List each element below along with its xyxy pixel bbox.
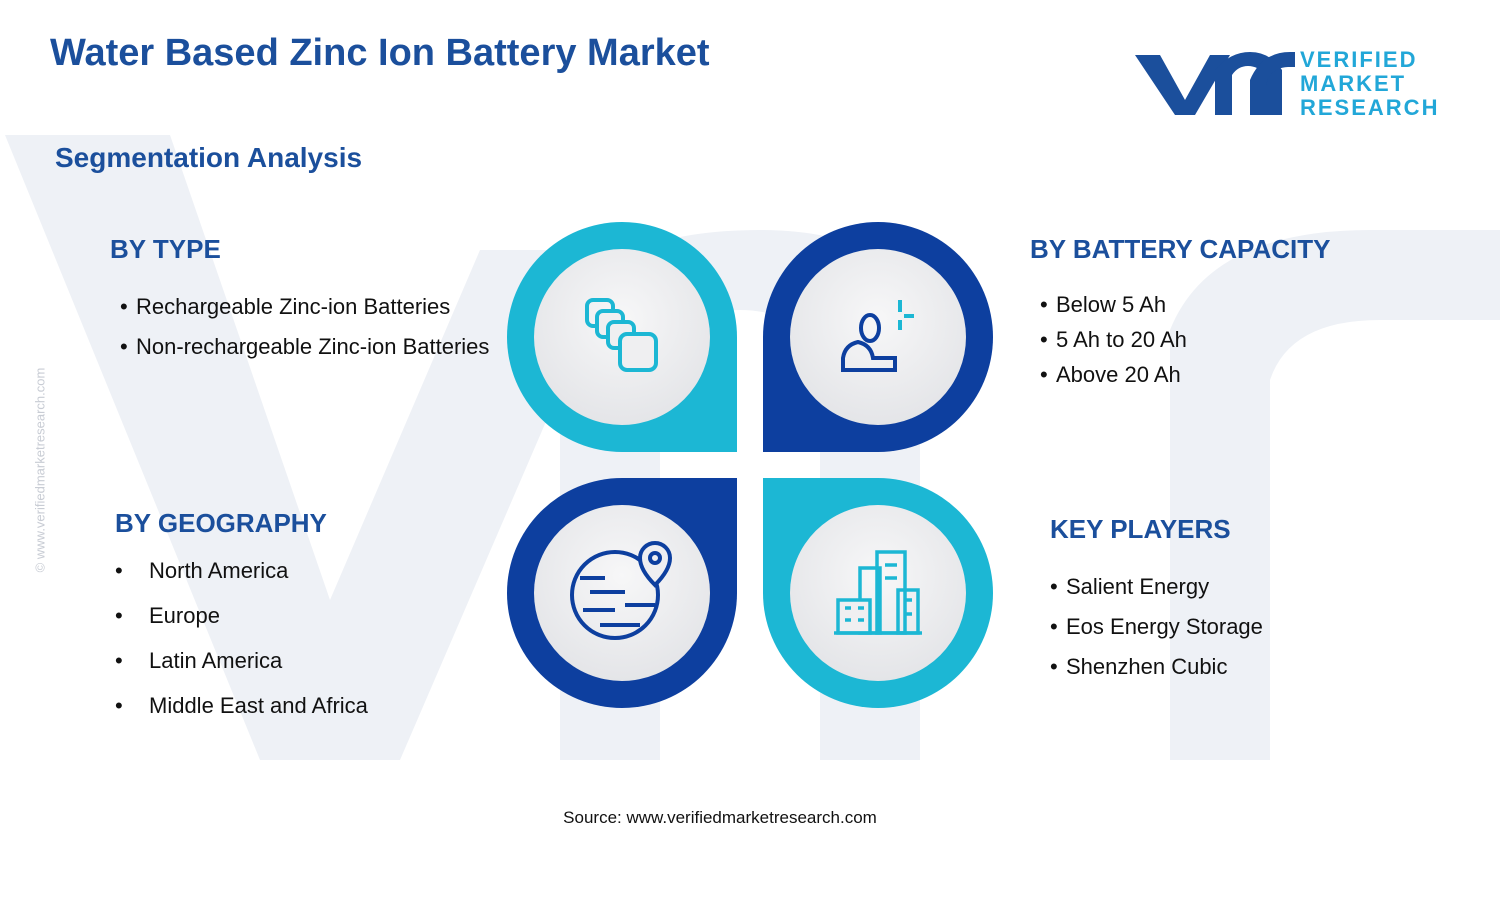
logo-mark (1250, 52, 1295, 115)
segment-heading: KEY PLAYERS (1050, 514, 1231, 544)
segment-heading: BY TYPE (110, 234, 221, 264)
title: Water Based Zinc Ion Battery Market (50, 32, 710, 74)
icon-sparkle (898, 300, 914, 330)
segment-item: Middle East and Africa (115, 693, 368, 719)
watermark-text: © www.verifiedmarketresearch.com (32, 367, 48, 573)
segment-item: Salient Energy (1050, 567, 1263, 607)
segment-list: Salient EnergyEos Energy StorageShenzhen… (1050, 567, 1263, 687)
segment-item: Latin America (115, 648, 368, 674)
segment-item: Non-rechargeable Zinc-ion Batteries (120, 327, 489, 367)
segment-list: Below 5 Ah5 Ah to 20 AhAbove 20 Ah (1040, 287, 1190, 392)
segment-item: Below 5 Ah (1040, 287, 1190, 322)
segment-heading: BY BATTERY CAPACITY (1030, 234, 1331, 264)
segment-item: Rechargeable Zinc-ion Batteries (120, 287, 489, 327)
segment-item: North America (115, 558, 368, 584)
segment-item: 5 Ah to 20 Ah (1040, 322, 1190, 357)
icon-person (841, 313, 897, 372)
logo-text: VERIFIED (1300, 47, 1418, 72)
segment-item: Above 20 Ah (1040, 357, 1190, 392)
logo-text: MARKET (1300, 71, 1407, 96)
source: Source: www.verifiedmarketresearch.com (563, 808, 877, 827)
segment-item: Shenzhen Cubic (1050, 647, 1263, 687)
icon-building (834, 550, 922, 635)
segment-list: Rechargeable Zinc-ion BatteriesNon-recha… (120, 287, 489, 367)
segment-heading: BY GEOGRAPHY (115, 508, 327, 538)
segment-list: North America Europe Latin America Middle E… (115, 558, 368, 738)
logo-mark (1135, 55, 1230, 115)
segment-item: Eos Energy Storage (1050, 607, 1263, 647)
segment-item: Europe (115, 603, 368, 629)
subtitle: Segmentation Analysis (55, 142, 363, 173)
icon-globe (570, 541, 673, 640)
logo-text: RESEARCH (1300, 95, 1440, 120)
icon-battery (585, 298, 658, 372)
